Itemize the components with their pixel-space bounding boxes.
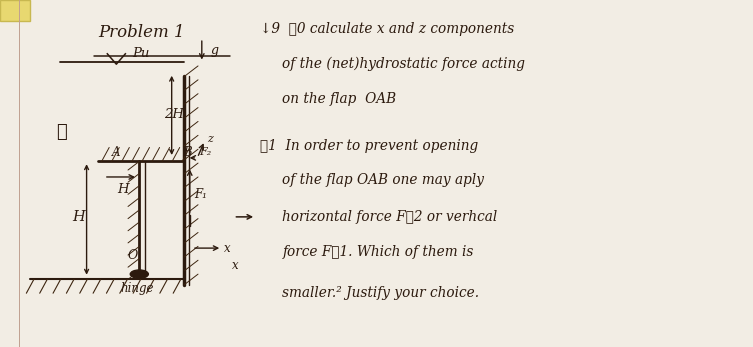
Text: x: x: [224, 242, 231, 255]
Circle shape: [130, 270, 148, 278]
Polygon shape: [0, 0, 30, 21]
Text: g: g: [211, 44, 219, 57]
Text: Pu: Pu: [132, 47, 149, 60]
Text: ℓ: ℓ: [56, 123, 67, 141]
Text: of the (net)hydrostatic force acting: of the (net)hydrostatic force acting: [282, 57, 526, 71]
Text: horizontal force F⃗2 or verhcal: horizontal force F⃗2 or verhcal: [282, 210, 498, 224]
Text: ↓9  ⑀0 calculate x and z components: ↓9 ⑀0 calculate x and z components: [260, 23, 514, 36]
Text: Problem 1: Problem 1: [98, 24, 184, 41]
Text: H: H: [72, 210, 85, 224]
Text: H: H: [117, 183, 128, 196]
Text: hinge: hinge: [120, 281, 154, 295]
Text: force F⃗1. Which of them is: force F⃗1. Which of them is: [282, 245, 474, 259]
Text: z: z: [207, 134, 213, 144]
Text: x: x: [232, 259, 239, 272]
Text: B: B: [183, 146, 191, 159]
Text: F₁: F₁: [194, 188, 207, 201]
Text: A: A: [111, 146, 120, 159]
Text: ⑀1  In order to prevent opening: ⑀1 In order to prevent opening: [260, 139, 478, 153]
Text: on the flap  OAB: on the flap OAB: [282, 92, 397, 106]
Text: smaller.² Justify your choice.: smaller.² Justify your choice.: [282, 286, 480, 300]
Text: of the flap OAB one may aply: of the flap OAB one may aply: [282, 174, 484, 187]
Text: 2H: 2H: [164, 108, 184, 121]
Text: O: O: [128, 248, 139, 262]
Text: F₂: F₂: [200, 147, 212, 156]
